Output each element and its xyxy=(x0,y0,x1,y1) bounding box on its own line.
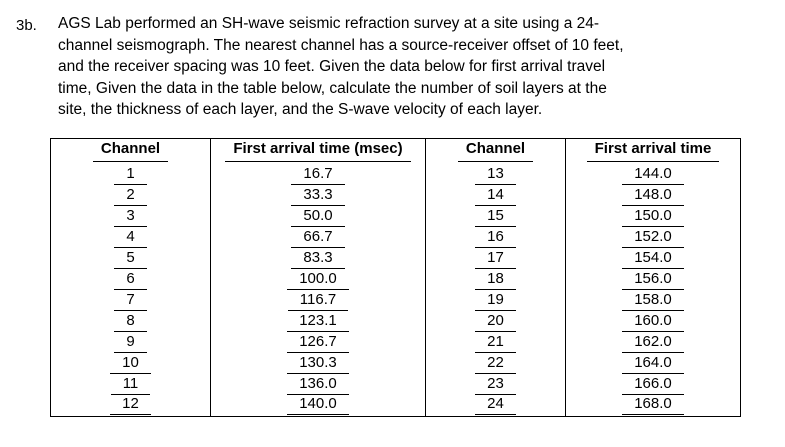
table-cell: 10 xyxy=(51,353,211,374)
table-cell: 16.7 xyxy=(210,164,426,185)
col-header-first-arrival: First arrival time xyxy=(565,138,741,164)
table-cell: 21 xyxy=(425,332,566,353)
table-cell: 14 xyxy=(425,185,566,206)
table-cell: 116.7 xyxy=(210,290,426,311)
col-header-channel-right: Channel xyxy=(425,138,566,164)
table-cell: 18 xyxy=(425,269,566,290)
problem-text-line: and the receiver spacing was 10 feet. Gi… xyxy=(58,58,606,75)
table-cell: 66.7 xyxy=(210,227,426,248)
problem-text: AGS Lab performed an SH-wave seismic ref… xyxy=(58,13,624,121)
table-cell: 50.0 xyxy=(210,206,426,227)
table-cell: 140.0 xyxy=(210,395,426,416)
problem-text-line: time, Given the data in the table below,… xyxy=(58,79,607,97)
table-cell: 33.3 xyxy=(210,185,426,206)
table-cell: 22 xyxy=(425,353,566,374)
table-row: 5 83.3 17 154.0 xyxy=(51,248,741,269)
table-cell: 148.0 xyxy=(565,185,741,206)
table-cell: 168.0 xyxy=(565,395,741,416)
table-cell: 126.7 xyxy=(210,332,426,353)
table-cell: 162.0 xyxy=(565,332,741,353)
table-cell: 123.1 xyxy=(210,311,426,332)
table-cell: 8 xyxy=(51,311,211,332)
col-header-first-arrival-msec: First arrival time (msec) xyxy=(210,138,426,164)
table-row: 1 16.7 13 144.0 xyxy=(51,164,741,185)
table-cell: 23 xyxy=(425,374,566,395)
table-cell: 1 xyxy=(51,164,211,185)
table-cell: 15 xyxy=(425,206,566,227)
table-row: 6 100.0 18 156.0 xyxy=(51,269,741,290)
table-cell: 156.0 xyxy=(565,269,741,290)
table-cell: 83.3 xyxy=(210,248,426,269)
table-cell: 158.0 xyxy=(565,290,741,311)
table-cell: 24 xyxy=(425,395,566,416)
col-header-channel-left: Channel xyxy=(51,138,211,164)
table-cell: 4 xyxy=(51,227,211,248)
table-cell: 3 xyxy=(51,206,211,227)
table-cell: 164.0 xyxy=(565,353,741,374)
table-cell: 12 xyxy=(51,395,211,416)
table-row: 12 140.0 24 168.0 xyxy=(51,395,741,416)
table-row: 7 116.7 19 158.0 xyxy=(51,290,741,311)
table-row: 9 126.7 21 162.0 xyxy=(51,332,741,353)
table-cell: 9 xyxy=(51,332,211,353)
table-cell: 160.0 xyxy=(565,311,741,332)
table-cell: 144.0 xyxy=(565,164,741,185)
table-cell: 150.0 xyxy=(565,206,741,227)
table-cell: 100.0 xyxy=(210,269,426,290)
table-cell: 2 xyxy=(51,185,211,206)
table-cell: 154.0 xyxy=(565,248,741,269)
table-cell: 130.3 xyxy=(210,353,426,374)
problem-text-line: AGS Lab performed an SH-wave seismic ref… xyxy=(58,15,600,32)
table-row: 2 33.3 14 148.0 xyxy=(51,185,741,206)
table-row: 11 136.0 23 166.0 xyxy=(51,374,741,395)
table-cell: 166.0 xyxy=(565,374,741,395)
table-cell: 16 xyxy=(425,227,566,248)
table-cell: 20 xyxy=(425,311,566,332)
table-cell: 6 xyxy=(51,269,211,290)
table-row: 10 130.3 22 164.0 xyxy=(51,353,741,374)
table-header-row: Channel First arrival time (msec) Channe… xyxy=(51,138,741,164)
table-row: 3 50.0 15 150.0 xyxy=(51,206,741,227)
table-cell: 11 xyxy=(51,374,211,395)
problem-statement: 3b. AGS Lab performed an SH-wave seismic… xyxy=(0,0,785,121)
table-cell: 13 xyxy=(425,164,566,185)
problem-text-line: site, the thickness of each layer, and t… xyxy=(58,101,543,118)
table-body: 1 16.7 13 144.0 2 33.3 14 148.0 3 50.0 15 150.0 4 66.… xyxy=(51,164,741,416)
table-cell: 5 xyxy=(51,248,211,269)
table-cell: 17 xyxy=(425,248,566,269)
problem-number: 3b. xyxy=(16,17,37,34)
table-row: 8 123.1 20 160.0 xyxy=(51,311,741,332)
table-cell: 152.0 xyxy=(565,227,741,248)
problem-text-line: channel seismograph. The nearest channel… xyxy=(58,36,624,54)
table-cell: 136.0 xyxy=(210,374,426,395)
table-row: 4 66.7 16 152.0 xyxy=(51,227,741,248)
table-cell: 7 xyxy=(51,290,211,311)
first-arrival-time-table: Channel First arrival time (msec) Channe… xyxy=(50,137,741,417)
table-cell: 19 xyxy=(425,290,566,311)
